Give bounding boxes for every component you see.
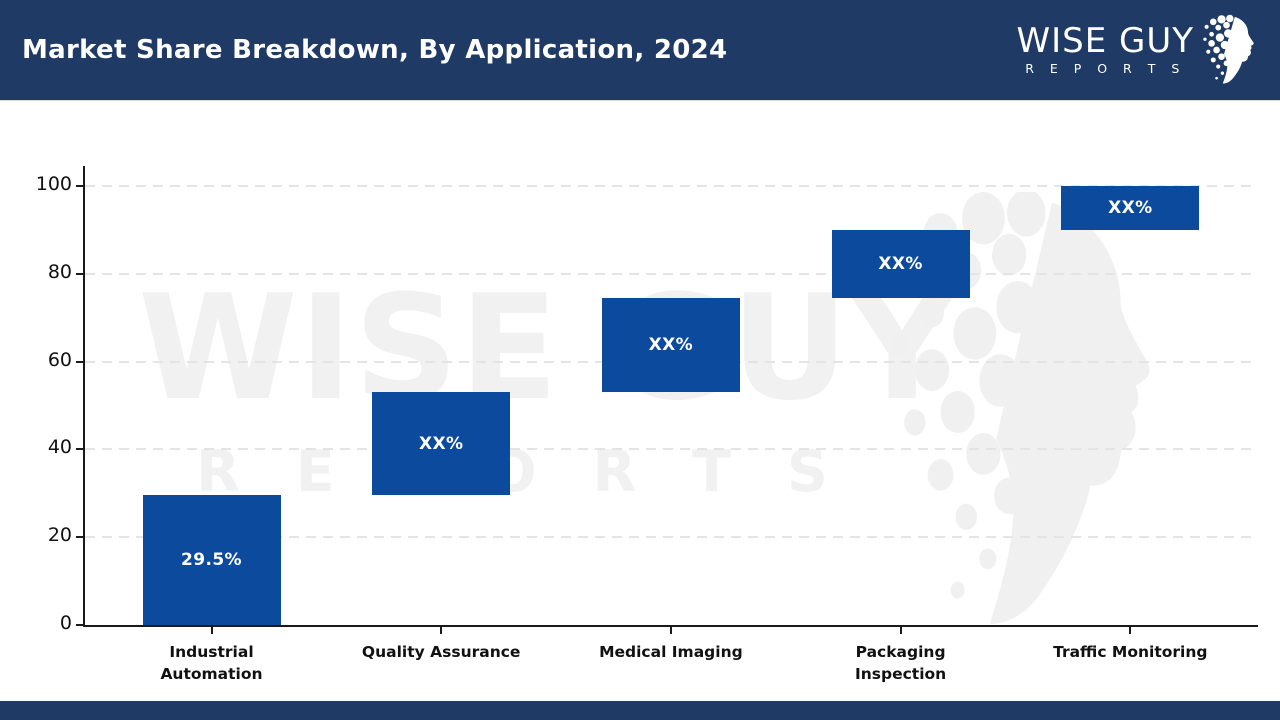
logo-head-icon xyxy=(1203,14,1254,84)
y-tick-label: 40 xyxy=(47,436,72,459)
logo-wordmark: WISE GUY R E P O R T S xyxy=(1016,24,1194,76)
category-label-line: Traffic Monitoring xyxy=(1053,643,1208,661)
x-tick-mark xyxy=(440,627,443,634)
bar-industrial-automation: 29.5% xyxy=(142,495,281,625)
y-tick-mark xyxy=(76,272,83,275)
y-tick-label: 0 xyxy=(59,612,72,634)
header-band: Market Share Breakdown, By Application, … xyxy=(0,0,1280,100)
x-tick-mark xyxy=(210,627,213,634)
gridline xyxy=(85,536,1258,539)
bar-traffic-monitoring: XX% xyxy=(1061,186,1200,230)
y-tick-mark xyxy=(76,448,83,451)
x-tick-mark xyxy=(1129,627,1132,634)
category-label-traffic-monitoring: Traffic Monitoring xyxy=(1015,641,1245,663)
watermark-wordmark: WISE GUY xyxy=(138,264,956,433)
bar-value-label: XX% xyxy=(418,433,464,454)
header-divider xyxy=(0,100,1280,101)
y-tick-label: 60 xyxy=(47,348,72,371)
y-tick-mark xyxy=(76,536,83,539)
bar-medical-imaging: XX% xyxy=(601,297,740,393)
wise-guy-logo: WISE GUY R E P O R T S xyxy=(1016,14,1258,86)
category-label-quality-assurance: Quality Assurance xyxy=(326,641,556,663)
y-axis-line xyxy=(83,166,85,627)
bar-value-label: 29.5% xyxy=(181,550,242,571)
category-label-line: Medical Imaging xyxy=(599,643,743,661)
category-label-packaging-inspection: Packaging Inspection xyxy=(786,641,1016,686)
category-label-line: Automation xyxy=(160,665,263,684)
y-tick-mark xyxy=(76,185,83,187)
category-label-line: Quality Assurance xyxy=(361,643,521,661)
logo-subtitle: R E P O R T S xyxy=(1025,61,1186,76)
y-tick-label: 80 xyxy=(47,260,72,283)
y-tick-label: 100 xyxy=(35,173,72,195)
bar-packaging-inspection: XX% xyxy=(831,229,970,298)
bar-value-label: XX% xyxy=(878,253,923,274)
category-label-line: Packaging xyxy=(855,643,946,661)
gridline xyxy=(85,272,1258,275)
x-axis-line xyxy=(83,625,1258,627)
category-label-medical-imaging: Medical Imaging xyxy=(556,641,786,663)
y-tick-mark xyxy=(76,624,83,626)
y-tick-mark xyxy=(76,360,83,363)
bar-value-label: XX% xyxy=(648,335,694,356)
page-title: Market Share Breakdown, By Application, … xyxy=(22,35,728,65)
category-label-industrial-automation: Industrial Automation xyxy=(97,641,327,686)
gridline xyxy=(85,185,1258,187)
gridline xyxy=(85,448,1258,451)
bar-value-label: XX% xyxy=(1108,197,1153,218)
category-label-line: Inspection xyxy=(854,665,947,684)
x-tick-mark xyxy=(669,627,672,634)
x-tick-mark xyxy=(899,627,902,634)
category-label-line: Industrial xyxy=(169,643,254,661)
footer-band xyxy=(0,701,1280,720)
y-tick-label: 20 xyxy=(47,524,72,547)
logo-name: WISE GUY xyxy=(1016,21,1194,61)
watermark-subtitle: R E P O R T S xyxy=(196,439,846,505)
bar-quality-assurance: XX% xyxy=(372,392,511,496)
